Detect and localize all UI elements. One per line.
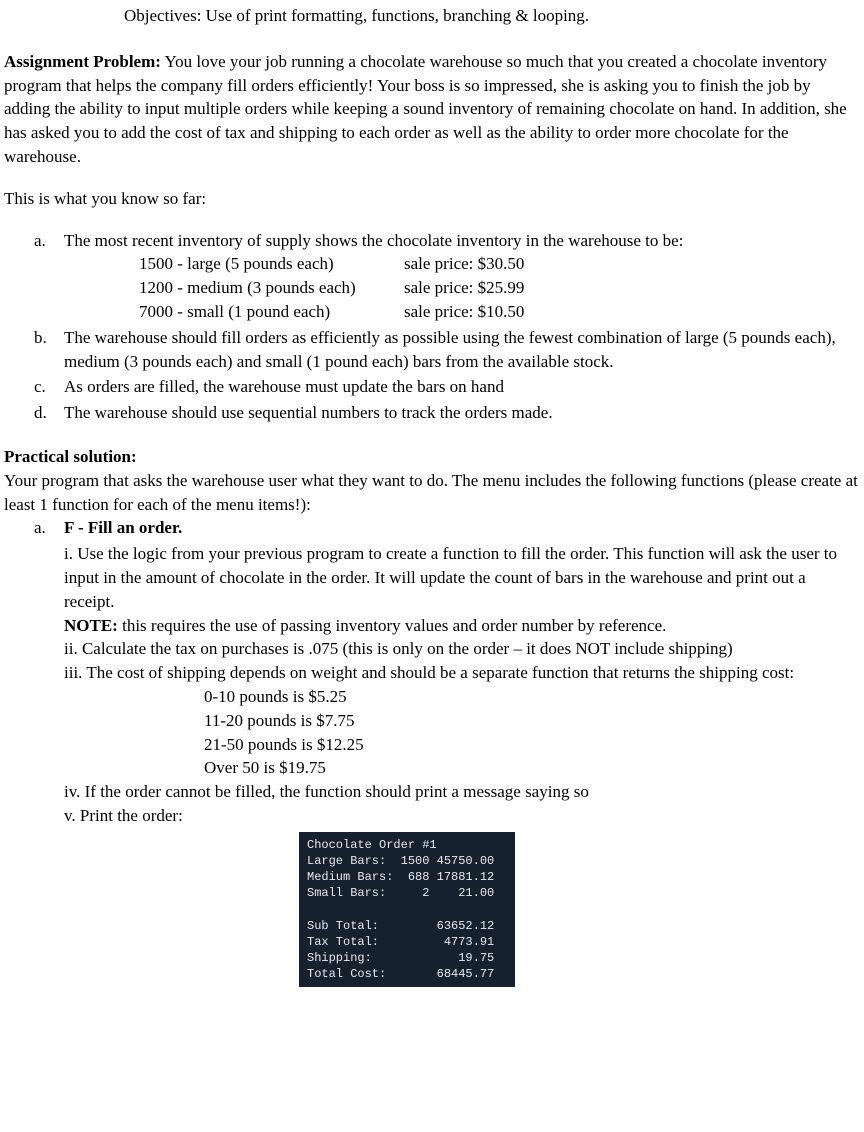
inv-item: 7000 - small (1 pound each) [139, 300, 404, 324]
ship-rate-row: 11-20 pounds is $7.75 [204, 709, 860, 733]
note-text: this requires the use of passing invento… [118, 616, 667, 635]
objectives-line: Objectives: Use of print formatting, fun… [124, 4, 860, 28]
know-intro: This is what you know so far: [4, 187, 860, 211]
console-line: Chocolate Order #1 [307, 838, 437, 852]
inv-price: sale price: $30.50 [404, 252, 524, 276]
practical-a-note: NOTE: this requires the use of passing i… [64, 614, 860, 638]
ship-rate-row: Over 50 is $19.75 [204, 756, 860, 780]
inv-price: sale price: $25.99 [404, 276, 524, 300]
note-label: NOTE: [64, 616, 118, 635]
list-marker: a. [34, 516, 64, 540]
inventory-row: 1200 - medium (3 pounds each) sale price… [139, 276, 860, 300]
console-line: Shipping: 19.75 [307, 951, 494, 965]
practical-item-a: a. F - Fill an order. [34, 516, 860, 540]
ship-rate-row: 0-10 pounds is $5.25 [204, 685, 860, 709]
inv-item: 1200 - medium (3 pounds each) [139, 276, 404, 300]
inv-item: 1500 - large (5 pounds each) [139, 252, 404, 276]
practical-list: a. F - Fill an order. i. Use the logic f… [34, 516, 860, 987]
fill-order-label: F - Fill an order. [64, 516, 860, 540]
console-line: Large Bars: 1500 45750.00 [307, 854, 494, 868]
practical-head: Practical solution: [4, 445, 860, 469]
practical-a-iii: iii. The cost of shipping depends on wei… [64, 661, 860, 685]
console-line: Total Cost: 68445.77 [307, 967, 494, 981]
console-line: Small Bars: 2 21.00 [307, 886, 494, 900]
know-item-d: d. The warehouse should use sequential n… [34, 401, 860, 425]
inventory-block: 1500 - large (5 pounds each) sale price:… [139, 252, 860, 323]
inv-price: sale price: $10.50 [404, 300, 524, 324]
list-marker: a. [34, 229, 64, 324]
practical-a-details: i. Use the logic from your previous prog… [64, 542, 860, 987]
know-item-b: b. The warehouse should fill orders as e… [34, 326, 860, 374]
know-c-text: As orders are filled, the warehouse must… [64, 375, 860, 399]
assignment-problem: Assignment Problem: You love your job ru… [4, 50, 860, 169]
practical-a-ii: ii. Calculate the tax on purchases is .0… [64, 637, 860, 661]
assignment-label: Assignment Problem: [4, 52, 161, 71]
know-item-c: c. As orders are filled, the warehouse m… [34, 375, 860, 399]
shipping-rates: 0-10 pounds is $5.25 11-20 pounds is $7.… [204, 685, 860, 780]
practical-solution: Practical solution: Your program that as… [4, 445, 860, 987]
inventory-row: 1500 - large (5 pounds each) sale price:… [139, 252, 860, 276]
console-output: Chocolate Order #1 Large Bars: 1500 4575… [299, 832, 515, 988]
know-list: a. The most recent inventory of supply s… [34, 229, 860, 425]
know-d-text: The warehouse should use sequential numb… [64, 401, 860, 425]
console-line: Sub Total: 63652.12 [307, 919, 494, 933]
console-line: Medium Bars: 688 17881.12 [307, 870, 494, 884]
practical-a-i: i. Use the logic from your previous prog… [64, 542, 860, 613]
list-marker: b. [34, 326, 64, 374]
practical-intro: Your program that asks the warehouse use… [4, 469, 860, 517]
list-marker: d. [34, 401, 64, 425]
know-b-text: The warehouse should fill orders as effi… [64, 326, 860, 374]
inventory-row: 7000 - small (1 pound each) sale price: … [139, 300, 860, 324]
list-marker: c. [34, 375, 64, 399]
practical-a-iv: iv. If the order cannot be filled, the f… [64, 780, 860, 804]
know-a-text: The most recent inventory of supply show… [64, 229, 860, 253]
know-item-a: a. The most recent inventory of supply s… [34, 229, 860, 324]
console-line: Tax Total: 4773.91 [307, 935, 494, 949]
practical-a-v: v. Print the order: [64, 804, 860, 828]
ship-rate-row: 21-50 pounds is $12.25 [204, 733, 860, 757]
